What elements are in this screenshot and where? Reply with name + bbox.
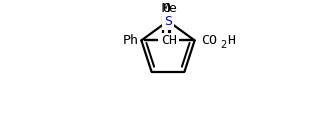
Text: S: S xyxy=(164,15,172,28)
Text: CH: CH xyxy=(161,34,177,47)
Text: C: C xyxy=(163,34,171,47)
Text: 2: 2 xyxy=(220,40,226,50)
Text: Me: Me xyxy=(161,2,177,15)
Text: Ph: Ph xyxy=(123,34,139,47)
Text: H: H xyxy=(227,34,235,47)
Text: CO: CO xyxy=(201,34,217,47)
Text: O: O xyxy=(163,2,171,15)
